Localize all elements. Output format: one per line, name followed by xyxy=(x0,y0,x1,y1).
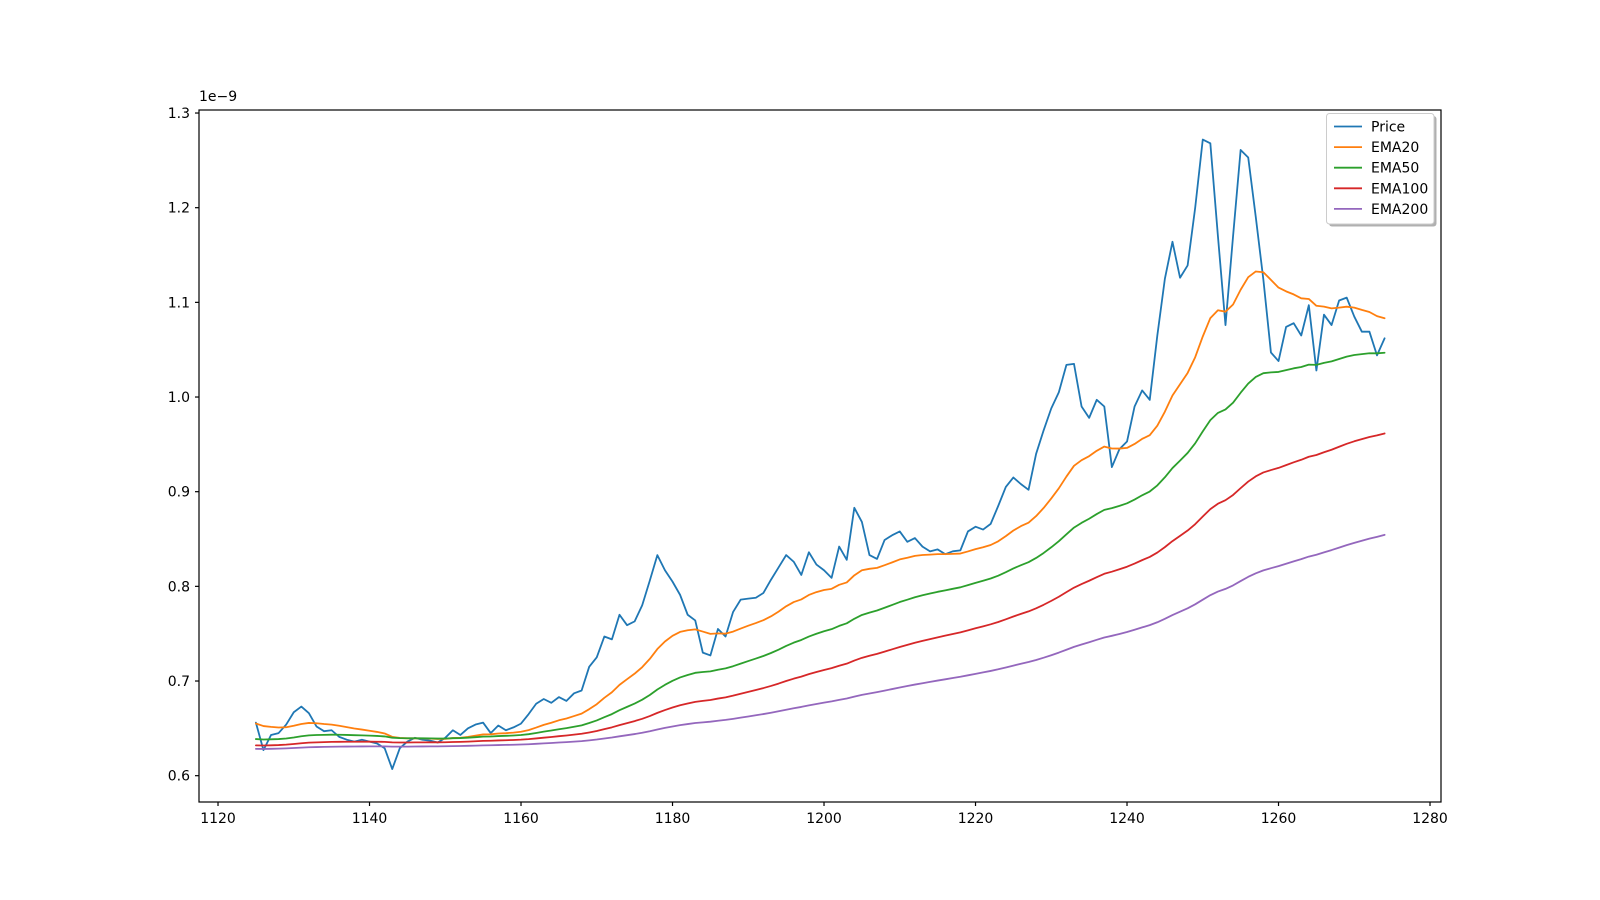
x-tick-label: 1220 xyxy=(958,811,994,827)
series-line-ema200 xyxy=(254,533,1386,750)
legend-label-ema200: EMA200 xyxy=(1371,202,1428,218)
y-tick-label: 0.9 xyxy=(168,485,190,501)
y-axis-offset-label: 1e−9 xyxy=(199,89,237,105)
series-line-ema100 xyxy=(254,432,1386,747)
x-tick-label: 1280 xyxy=(1412,811,1448,827)
x-tick-label: 1240 xyxy=(1109,811,1145,827)
x-tick-label: 1160 xyxy=(503,811,539,827)
legend-label-ema100: EMA100 xyxy=(1371,181,1428,197)
legend-box xyxy=(1326,113,1435,225)
legend-label-ema50: EMA50 xyxy=(1371,161,1419,177)
plot-border xyxy=(198,109,1442,803)
legend-label-ema20: EMA20 xyxy=(1371,140,1419,156)
y-tick-label: 1.1 xyxy=(168,295,190,311)
y-tick-label: 0.6 xyxy=(168,769,190,785)
x-tick-label: 1200 xyxy=(806,811,842,827)
y-tick-label: 0.7 xyxy=(168,674,190,690)
x-tick-label: 1260 xyxy=(1261,811,1297,827)
y-tick-label: 1.0 xyxy=(168,390,190,406)
series-line-price xyxy=(254,138,1386,770)
y-tick-label: 0.8 xyxy=(168,579,190,595)
legend-label-price: Price xyxy=(1371,120,1405,136)
y-tick-label: 1.3 xyxy=(168,106,190,122)
x-tick-label: 1120 xyxy=(200,811,236,827)
series-line-ema50 xyxy=(254,351,1386,741)
x-tick-label: 1180 xyxy=(655,811,691,827)
x-tick-label: 1140 xyxy=(352,811,388,827)
y-tick-label: 1.2 xyxy=(168,201,190,217)
